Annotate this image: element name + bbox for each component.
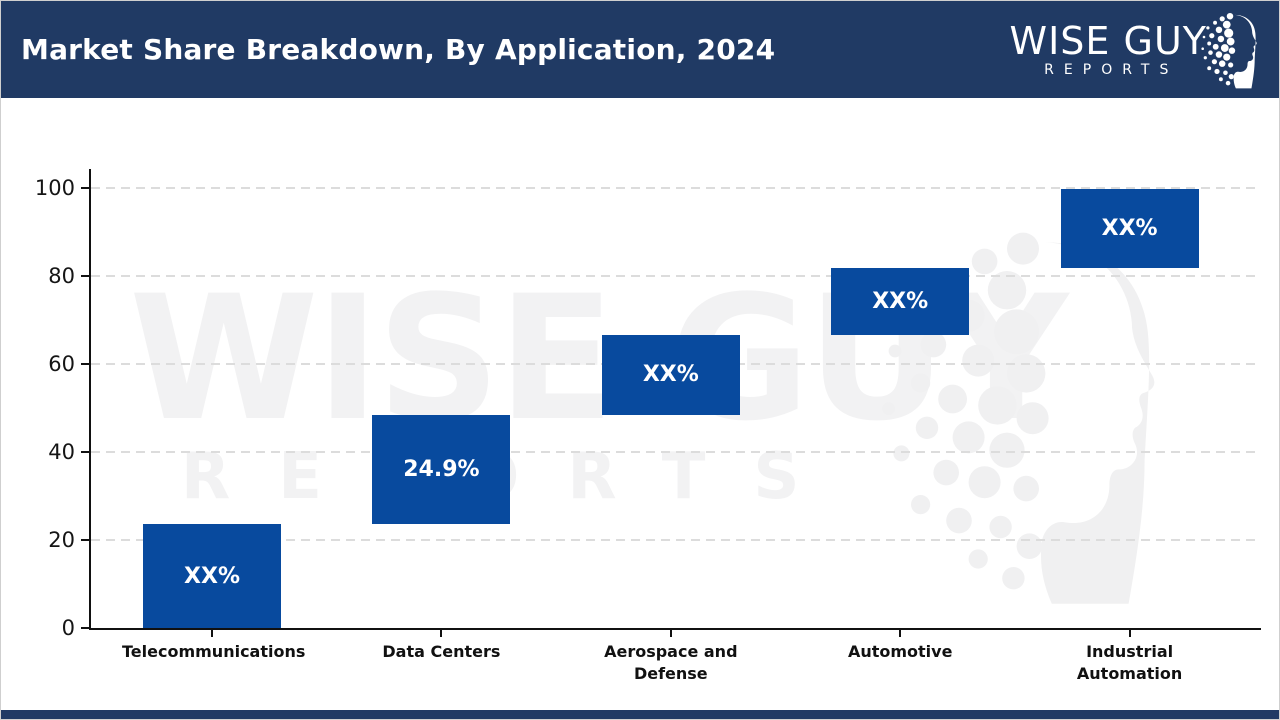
bar-value-label: XX%	[1101, 215, 1158, 241]
y-tick-20	[81, 539, 89, 541]
y-tick-label-0: 0	[61, 616, 75, 640]
gridline-80	[91, 275, 1261, 277]
y-tick-60	[81, 363, 89, 365]
x-tick	[1128, 630, 1131, 637]
header-bar: Market Share Breakdown, By Application, …	[1, 1, 1279, 98]
y-tick-label-60: 60	[48, 352, 75, 376]
footer-bar	[1, 710, 1279, 719]
x-axis-line	[89, 628, 1261, 630]
brand-logo-text: WISE GUY REPORTS	[1010, 22, 1207, 77]
y-tick-label-80: 80	[48, 264, 75, 288]
y-tick-100	[81, 187, 89, 189]
x-category-label: Automotive	[847, 642, 953, 661]
y-tick-80	[81, 275, 89, 277]
page-title: Market Share Breakdown, By Application, …	[21, 33, 776, 66]
bar-segment: XX%	[831, 268, 970, 335]
y-tick-0	[81, 627, 89, 629]
bar-segment: XX%	[143, 524, 281, 628]
y-tick-40	[81, 451, 89, 453]
brand-logo-subtitle: REPORTS	[1044, 62, 1179, 78]
y-tick-label-20: 20	[48, 528, 75, 552]
gridline-100	[91, 187, 1261, 189]
bar-value-label: XX%	[642, 362, 699, 388]
bar-value-label: XX%	[184, 563, 240, 589]
bar-segment: XX%	[601, 334, 740, 415]
x-tick	[899, 630, 902, 637]
bar-segment: XX%	[1060, 188, 1199, 268]
y-tick-label-40: 40	[48, 440, 75, 464]
x-category-label: Aerospace and Defense	[604, 642, 738, 683]
gridline-40	[91, 451, 1261, 453]
x-tick	[669, 630, 672, 637]
y-axis-line	[89, 169, 91, 630]
bar-segment: 24.9%	[372, 414, 511, 525]
x-category-label: Telecommunications	[122, 642, 306, 661]
brand-logo-name: WISE GUY	[1009, 19, 1207, 63]
gridline-20	[91, 539, 1261, 541]
bar-value-label: 24.9%	[403, 456, 480, 482]
bar-value-label: XX%	[872, 289, 929, 315]
x-category-label: Data Centers	[382, 642, 501, 661]
x-category-label: Industrial Automation	[1076, 642, 1183, 683]
x-tick	[440, 630, 443, 637]
brand-logo: WISE GUY REPORTS	[1010, 11, 1263, 89]
y-tick-label-100: 100	[34, 176, 75, 200]
x-tick	[211, 630, 213, 637]
